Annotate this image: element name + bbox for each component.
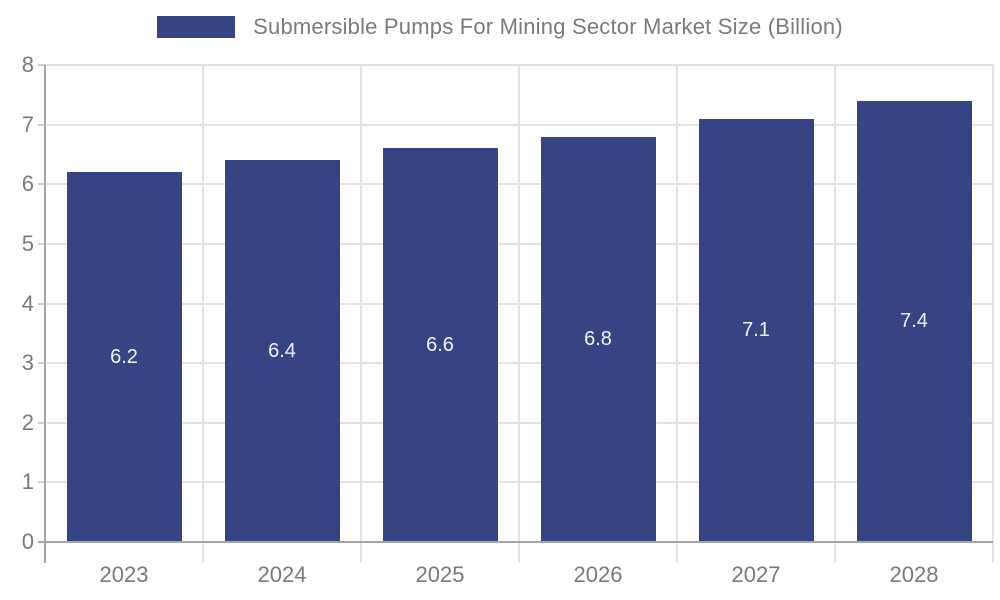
y-tick-label: 2 [21, 409, 34, 435]
bar-value-label: 6.4 [268, 339, 296, 362]
bar-2023: 6.2 [66, 172, 182, 542]
y-tick-label: 5 [21, 230, 34, 256]
v-gridline [834, 65, 836, 563]
y-axis-tick [38, 64, 45, 66]
x-tick-label: 2024 [257, 562, 307, 587]
y-tick-label: 7 [21, 111, 34, 137]
bar-2027: 7.1 [698, 118, 814, 542]
y-axis-line [44, 65, 46, 563]
y-axis-tick [38, 362, 45, 365]
x-axis-line [38, 541, 993, 543]
bar-2028: 7.4 [856, 100, 972, 542]
bar-2024: 6.4 [224, 160, 340, 542]
v-gridline [676, 65, 678, 563]
v-gridline [518, 65, 520, 563]
v-gridline [202, 65, 204, 563]
bar-value-label: 6.8 [584, 327, 612, 350]
x-tick-label: 2026 [573, 562, 623, 587]
y-tick-label: 8 [21, 52, 34, 77]
chart-title: Submersible Pumps For Mining Sector Mark… [253, 14, 843, 39]
y-axis-tick [38, 123, 45, 126]
x-tick-label: 2023 [99, 562, 149, 587]
y-tick-label: 0 [21, 529, 34, 554]
bar-2025: 6.6 [382, 148, 498, 542]
bar-value-label: 6.6 [426, 333, 454, 356]
legend-swatch [157, 16, 236, 38]
bar-value-label: 6.2 [110, 345, 138, 368]
x-tick-label: 2028 [889, 562, 939, 587]
y-axis-tick [38, 421, 45, 424]
x-tick-label: 2027 [731, 562, 781, 587]
y-tick-label: 1 [21, 469, 34, 495]
bar-value-label: 7.4 [900, 309, 928, 332]
y-axis-tick [38, 302, 45, 305]
y-axis-tick [38, 183, 45, 186]
y-axis-tick [38, 242, 45, 245]
v-gridline [360, 65, 362, 563]
y-tick-label: 4 [21, 290, 34, 316]
y-tick-label: 6 [21, 171, 34, 197]
bar-value-label: 7.1 [742, 318, 770, 341]
y-axis-tick [38, 481, 45, 484]
y-tick-label: 3 [21, 350, 34, 376]
chart-legend: Submersible Pumps For Mining Sector Mark… [0, 14, 1000, 40]
x-tick-label: 2025 [415, 562, 465, 587]
bar-2026: 6.8 [540, 136, 656, 542]
v-gridline [992, 65, 994, 563]
